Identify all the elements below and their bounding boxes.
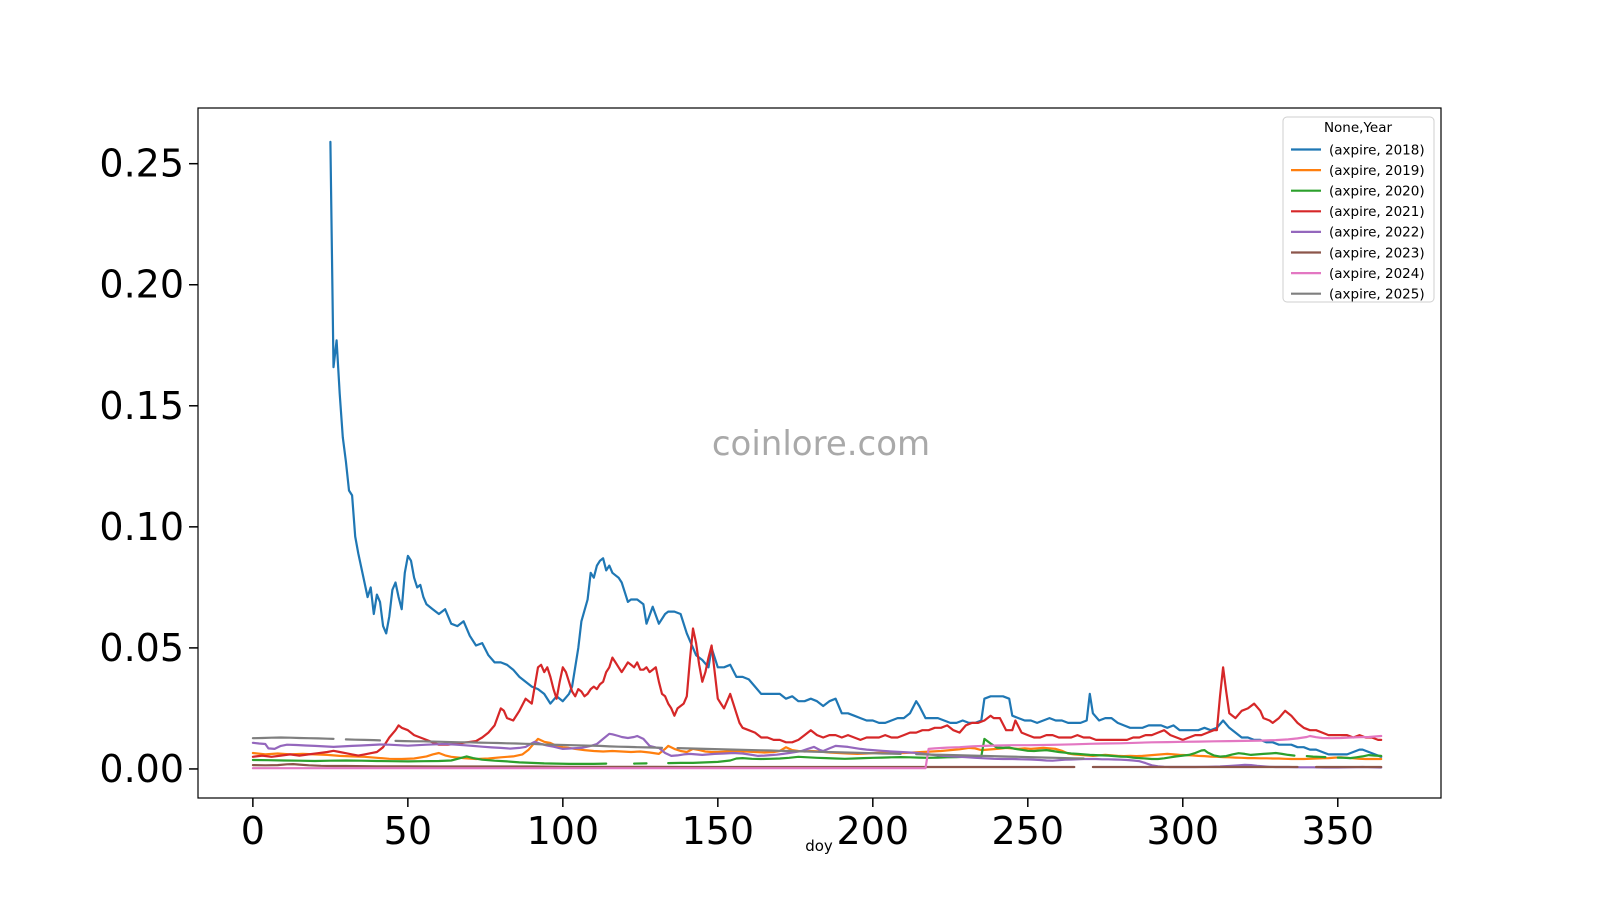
- y-tick-label: 0.10: [99, 505, 184, 549]
- x-tick-label: 50: [384, 809, 432, 853]
- series-line-2025: [676, 746, 902, 756]
- legend-entry-label: (axpire, 2025): [1329, 287, 1425, 303]
- legend-entry-label: (axpire, 2019): [1329, 163, 1425, 179]
- watermark: coinlore.com: [712, 424, 930, 464]
- x-tick-label: 150: [682, 809, 755, 853]
- y-tick-label: 0.20: [99, 263, 184, 307]
- series-line-2020: [1336, 753, 1383, 760]
- legend-entry-label: (axpire, 2022): [1329, 225, 1425, 241]
- legend-entry-label: (axpire, 2020): [1329, 184, 1425, 200]
- series-line-2025: [915, 753, 1085, 760]
- legend-entry-label: (axpire, 2018): [1329, 142, 1425, 158]
- legend-box: [1282, 116, 1435, 303]
- y-axis-ticks: 0.00 0.05 0.10 0.15 0.20 0.25: [99, 142, 198, 791]
- x-tick-label: 100: [527, 809, 600, 853]
- legend-entry-label: (axpire, 2023): [1329, 245, 1425, 261]
- x-axis-ticks: 0 50 100 150 200 250 300 350: [241, 798, 1374, 853]
- y-tick-label: 0.25: [99, 142, 184, 186]
- x-tick-label: 200: [837, 809, 910, 853]
- series-line-2021: [251, 627, 1383, 758]
- series-line-2025: [344, 738, 382, 742]
- series-lines: [251, 140, 1383, 770]
- legend-entry-label: (axpire, 2021): [1329, 204, 1425, 220]
- x-axis-label: doy: [805, 837, 833, 855]
- series-line-2020: [667, 737, 1296, 765]
- x-tick-label: 300: [1147, 809, 1220, 853]
- series-line-2024: [251, 734, 1383, 770]
- y-tick-label: 0.00: [99, 747, 184, 791]
- y-tick-label: 0.15: [99, 384, 184, 428]
- series-line-2025: [251, 736, 335, 741]
- series-line-2025: [394, 739, 664, 750]
- legend-entry-label: (axpire, 2024): [1329, 266, 1425, 282]
- x-tick-label: 0: [241, 809, 265, 853]
- series-line-2018: [329, 140, 1383, 758]
- legend-title: None,Year: [1324, 120, 1393, 136]
- y-tick-label: 0.05: [99, 626, 184, 670]
- series-line-2020: [1305, 754, 1327, 759]
- series-line-2022: [251, 732, 1383, 769]
- series-line-2023: [251, 762, 1076, 769]
- x-tick-label: 350: [1302, 809, 1375, 853]
- plot-area-border: [197, 107, 1442, 799]
- legend: None,Year (axpire, 2018)(axpire, 2019)(a…: [1282, 116, 1435, 303]
- legend-entries: (axpire, 2018) (axpire, 2019) (axpire, 202…: [1291, 142, 1425, 303]
- series-line-2020: [251, 755, 608, 766]
- x-tick-label: 250: [992, 809, 1065, 853]
